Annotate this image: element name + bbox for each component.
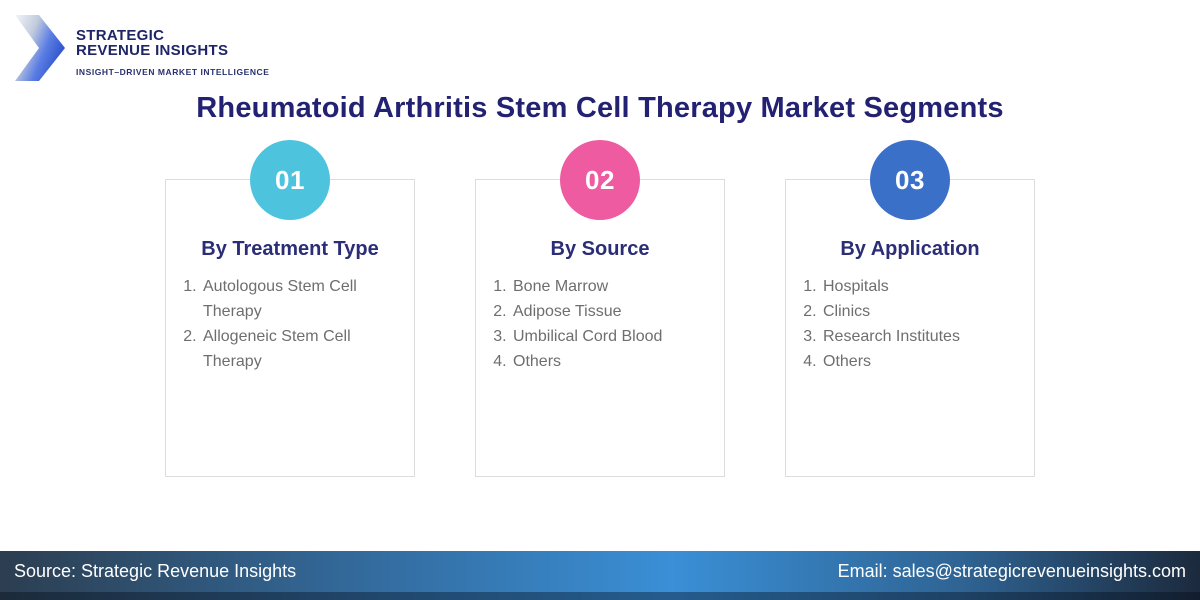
- list-item: Bone Marrow: [511, 274, 716, 299]
- card-number-badge: 03: [870, 140, 950, 220]
- card-source: 02 By Source Bone MarrowAdipose TissueUm…: [475, 140, 725, 477]
- list-item: Umbilical Cord Blood: [511, 324, 716, 349]
- card-number-badge: 01: [250, 140, 330, 220]
- list-item: Others: [821, 349, 1026, 374]
- card-heading: By Application: [840, 238, 980, 260]
- card-treatment-type: 01 By Treatment Type Autologous Stem Cel…: [165, 140, 415, 477]
- footer-source-text: Source: Strategic Revenue Insights: [14, 561, 297, 581]
- list-item: Research Institutes: [821, 324, 1026, 349]
- list-item: Others: [511, 349, 716, 374]
- segment-cards: 01 By Treatment Type Autologous Stem Cel…: [0, 140, 1200, 477]
- list-item: Autologous Stem Cell Therapy: [201, 274, 406, 324]
- brand-name-line1: STRATEGIC: [76, 27, 165, 44]
- card-item-list: Autologous Stem Cell TherapyAllogeneic S…: [166, 274, 414, 374]
- card-item-list: Bone MarrowAdipose TissueUmbilical Cord …: [476, 274, 724, 374]
- list-item: Adipose Tissue: [511, 299, 716, 324]
- page-title: Rheumatoid Arthritis Stem Cell Therapy M…: [196, 92, 1004, 124]
- card-heading: By Treatment Type: [201, 238, 379, 260]
- card-application: 03 By Application HospitalsClinicsResear…: [785, 140, 1035, 477]
- brand-tagline: INSIGHT–DRIVEN MARKET INTELLIGENCE: [76, 67, 270, 77]
- footer-bar: Source: Strategic Revenue Insights Email…: [0, 551, 1200, 600]
- brand-name-line2: REVENUE INSIGHTS: [76, 42, 229, 59]
- brand-logo: STRATEGIC REVENUE INSIGHTS INSIGHT–DRIVE…: [14, 14, 269, 82]
- list-item: Allogeneic Stem Cell Therapy: [201, 324, 406, 374]
- footer-bottom-strip: [0, 592, 1200, 600]
- list-item: Hospitals: [821, 274, 1026, 299]
- list-item: Clinics: [821, 299, 1026, 324]
- card-heading: By Source: [550, 238, 650, 260]
- card-item-list: HospitalsClinicsResearch InstitutesOther…: [786, 274, 1034, 374]
- brand-text: STRATEGIC REVENUE INSIGHTS INSIGHT–DRIVE…: [76, 14, 269, 77]
- chevron-right-icon: [14, 14, 66, 82]
- footer-email-text: Email: sales@strategicrevenueinsights.co…: [837, 561, 1186, 581]
- card-number-badge: 02: [560, 140, 640, 220]
